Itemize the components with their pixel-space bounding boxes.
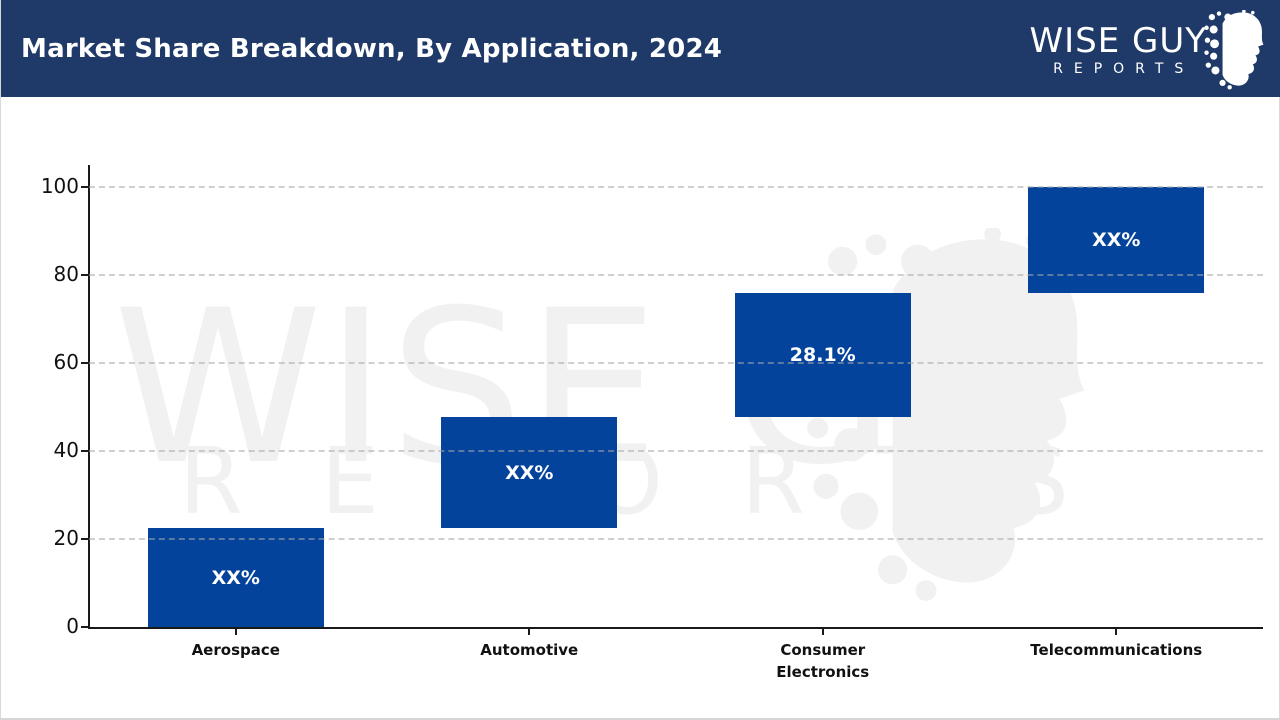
y-tick-mark <box>81 538 88 540</box>
bar-chart: 0 20 40 60 80 100 XX% Aerospace XX% Automotive 28.… <box>1 97 1280 720</box>
wiseguy-logo: WISE GUY REPORTS <box>1029 8 1267 92</box>
y-tick-mark <box>81 450 88 452</box>
header-bar: Market Share Breakdown, By Application, … <box>1 0 1280 97</box>
y-tick-label: 40 <box>53 438 79 462</box>
bar-value-label: XX% <box>1092 229 1141 252</box>
x-category-label: Automotive <box>480 641 579 659</box>
y-tick-label: 20 <box>53 526 79 550</box>
y-gridline <box>89 274 1263 276</box>
y-tick-mark <box>81 626 88 628</box>
bar-value-label: XX% <box>505 461 554 484</box>
x-category-label: Consumer Electronics <box>776 641 870 681</box>
y-gridline <box>89 186 1263 188</box>
x-tick-mark <box>528 629 531 635</box>
y-tick-label: 80 <box>53 262 79 286</box>
x-tick-mark <box>234 629 237 635</box>
y-axis-line <box>88 165 90 629</box>
y-tick-label: 0 <box>66 614 79 638</box>
y-tick-mark <box>81 274 88 276</box>
wiseguy-face-icon <box>1204 10 1264 90</box>
wiseguy-logo-text: WISE GUY REPORTS <box>1029 24 1207 76</box>
wiseguy-logo-name: WISE GUY <box>1029 21 1207 61</box>
y-gridline <box>89 538 1263 540</box>
bar-value-label: XX% <box>211 566 260 589</box>
y-gridline <box>89 450 1263 452</box>
y-tick-mark <box>81 362 88 364</box>
x-tick-mark <box>821 629 824 635</box>
bar-segment <box>441 417 617 529</box>
y-gridline <box>89 362 1263 364</box>
bar-segment <box>735 293 911 418</box>
x-axis-line <box>88 627 1263 629</box>
wiseguy-logo-subname: REPORTS <box>1053 61 1195 77</box>
y-tick-label: 100 <box>40 174 79 198</box>
bar-segment <box>148 528 324 627</box>
x-category-label: Aerospace <box>191 641 280 659</box>
page-title: Market Share Breakdown, By Application, … <box>21 33 723 64</box>
y-tick-label: 60 <box>53 350 79 374</box>
y-tick-mark <box>81 186 88 188</box>
x-tick-mark <box>1115 629 1118 635</box>
bar-value-label: 28.1% <box>789 344 856 367</box>
x-category-label: Telecommunications <box>1030 641 1203 659</box>
